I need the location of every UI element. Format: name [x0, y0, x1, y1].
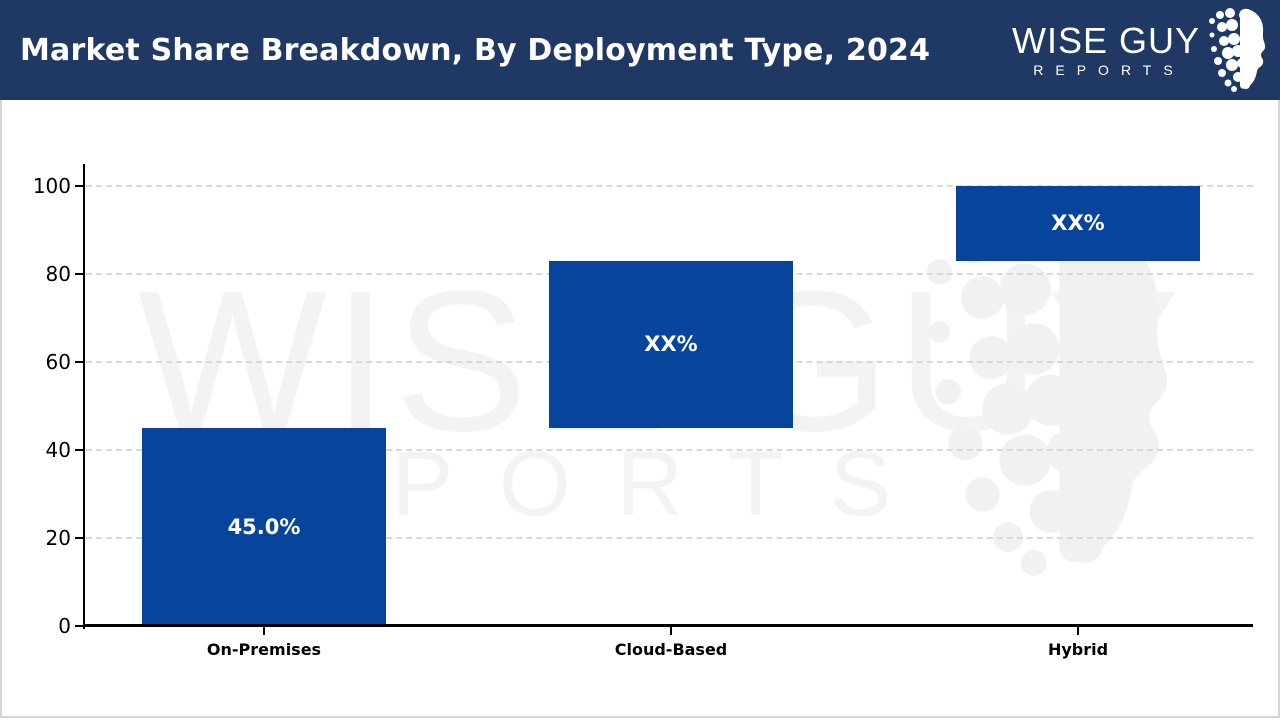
gridline-100 [86, 185, 1253, 187]
bar-hybrid: XX% [956, 186, 1200, 261]
y-tick-mark-80 [75, 273, 83, 275]
x-tick-mark-3 [1077, 627, 1079, 635]
y-tick-mark-20 [75, 537, 83, 539]
brand-logo-text: WISE GUY REPORTS [1012, 22, 1200, 78]
header-band: Market Share Breakdown, By Deployment Ty… [0, 0, 1280, 100]
brand-logo: WISE GUY REPORTS [1012, 7, 1266, 93]
x-category-label-2: Cloud-Based [614, 640, 728, 659]
gridline-20 [86, 537, 1253, 539]
y-tick-mark-40 [75, 449, 83, 451]
y-tick-mark-0 [75, 625, 83, 627]
page-border-bottom [0, 716, 1280, 718]
watermark-face-icon [926, 216, 1168, 576]
brand-subname: REPORTS [1033, 61, 1185, 78]
x-category-label-3: Hybrid [1047, 640, 1109, 659]
y-tick-mark-100 [75, 185, 83, 187]
page-border-right [1278, 100, 1280, 718]
y-tick-label-0: 0 [58, 614, 71, 638]
x-tick-mark-2 [670, 627, 672, 635]
x-axis-spine [83, 624, 1253, 627]
bar-value-label: XX% [644, 332, 698, 357]
y-tick-label-20: 20 [45, 526, 71, 550]
page-border-left [0, 100, 2, 718]
bar-value-label: 45.0% [227, 515, 301, 539]
x-tick-mark-1 [263, 627, 265, 635]
y-axis-spine [83, 164, 85, 629]
page-title: Market Share Breakdown, By Deployment Ty… [20, 32, 931, 68]
y-tick-label-60: 60 [45, 350, 71, 374]
y-tick-label-80: 80 [45, 262, 71, 286]
bar-value-label: XX% [1051, 211, 1105, 236]
y-tick-label-40: 40 [45, 438, 71, 462]
dotted-face-icon [1209, 8, 1266, 92]
y-tick-label-100: 100 [32, 174, 71, 198]
bar-cloud-based: XX% [549, 260, 793, 428]
y-tick-mark-60 [75, 361, 83, 363]
x-category-label-1: On-Premises [206, 640, 322, 659]
gridline-40 [86, 449, 1253, 451]
bar-on-premises: 45.0% [142, 428, 386, 626]
brand-name: WISE GUY [1011, 20, 1200, 62]
